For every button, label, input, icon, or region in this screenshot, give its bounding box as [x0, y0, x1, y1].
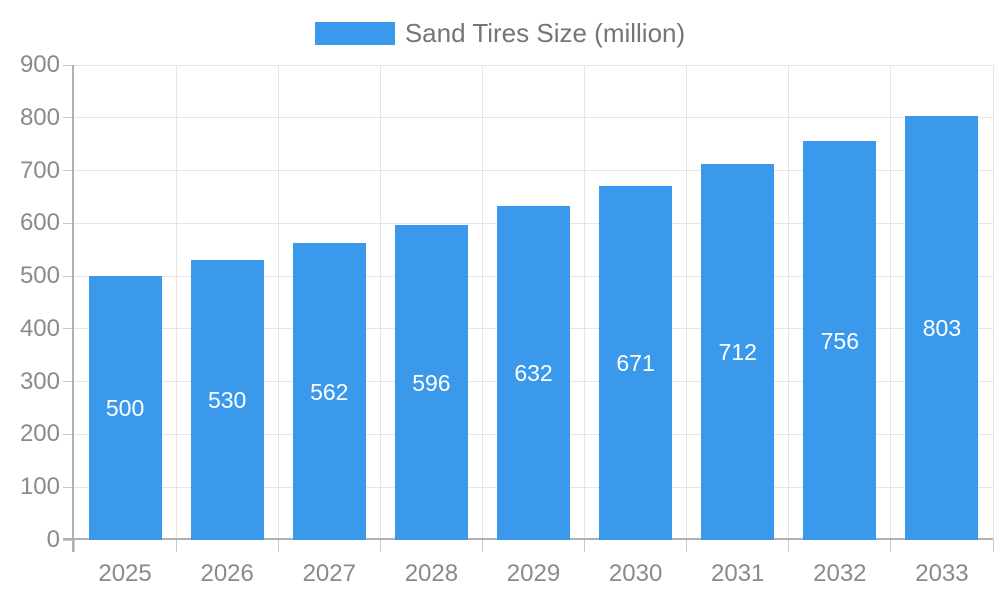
x-axis-label: 2033	[915, 560, 969, 587]
y-tick-label: 200	[19, 420, 60, 448]
bar-value-label: 500	[105, 395, 145, 422]
y-gridline	[74, 117, 993, 119]
y-tick	[63, 328, 74, 330]
bar-value-label: 671	[616, 349, 655, 376]
bar-value-label: 756	[820, 327, 860, 354]
y-tick-label: 300	[19, 367, 60, 395]
x-gridline	[481, 65, 483, 540]
x-tick	[277, 540, 279, 552]
y-tick	[63, 117, 74, 119]
bar-2030[interactable]	[599, 185, 673, 540]
bar-2026[interactable]	[190, 260, 264, 540]
x-gridline	[277, 65, 279, 540]
y-tick-label: 0	[46, 526, 60, 553]
x-gridline	[788, 65, 790, 540]
x-tick	[481, 540, 483, 552]
y-tick	[63, 64, 74, 66]
bar-2025[interactable]	[88, 276, 162, 540]
x-tick	[788, 540, 790, 552]
y-tick	[63, 539, 74, 541]
y-tick-label: 500	[19, 262, 60, 290]
bar-value-label: 632	[514, 360, 553, 387]
x-tick	[890, 540, 892, 552]
bar-2029[interactable]	[497, 206, 570, 540]
y-tick	[63, 381, 74, 383]
x-gridline	[175, 65, 177, 540]
bar-2033[interactable]	[905, 116, 979, 540]
x-tick	[992, 540, 994, 552]
x-axis-label: 2027	[302, 560, 356, 587]
legend-swatch[interactable]	[314, 22, 395, 45]
y-tick	[63, 275, 74, 277]
x-tick	[73, 540, 75, 552]
y-tick	[63, 222, 74, 224]
y-tick	[63, 170, 74, 172]
y-gridline	[74, 170, 993, 172]
y-tick-label: 600	[19, 209, 60, 237]
bar-value-label: 562	[310, 378, 349, 405]
x-axis-label: 2026	[200, 560, 254, 587]
bar-value-label: 596	[412, 369, 451, 396]
x-gridline	[890, 65, 892, 540]
x-axis-label: 2025	[98, 560, 152, 587]
y-axis-line	[72, 65, 74, 552]
x-axis-label: 2030	[608, 560, 663, 587]
y-tick	[63, 433, 74, 435]
x-tick	[686, 540, 688, 552]
x-axis-label: 2028	[404, 560, 459, 587]
bar-value-label: 530	[207, 387, 247, 414]
bar-2027[interactable]	[292, 243, 366, 540]
x-axis-label: 2031	[711, 560, 765, 587]
x-axis-label: 2032	[813, 560, 867, 587]
x-tick	[379, 540, 381, 552]
x-gridline	[379, 65, 381, 540]
y-tick-label: 700	[19, 156, 60, 184]
x-tick	[584, 540, 586, 552]
x-axis-label: 2029	[506, 560, 561, 587]
bar-value-label: 712	[718, 339, 757, 366]
y-tick	[63, 486, 74, 488]
bar-2031[interactable]	[701, 164, 775, 540]
bar-2028[interactable]	[394, 225, 468, 540]
x-gridline	[686, 65, 688, 540]
y-tick-label: 100	[19, 473, 60, 501]
bar-2032[interactable]	[803, 141, 877, 540]
bar-value-label: 803	[922, 315, 962, 342]
x-gridline	[584, 65, 586, 540]
legend-label[interactable]: Sand Tires Size (million)	[404, 18, 686, 48]
y-tick-label: 900	[19, 51, 60, 78]
x-tick	[175, 540, 177, 552]
y-tick-label: 800	[19, 103, 60, 131]
legend: Sand Tires Size (million)	[0, 18, 1000, 49]
x-gridline	[992, 65, 994, 540]
y-tick-label: 400	[19, 314, 60, 342]
y-gridline	[74, 64, 993, 66]
